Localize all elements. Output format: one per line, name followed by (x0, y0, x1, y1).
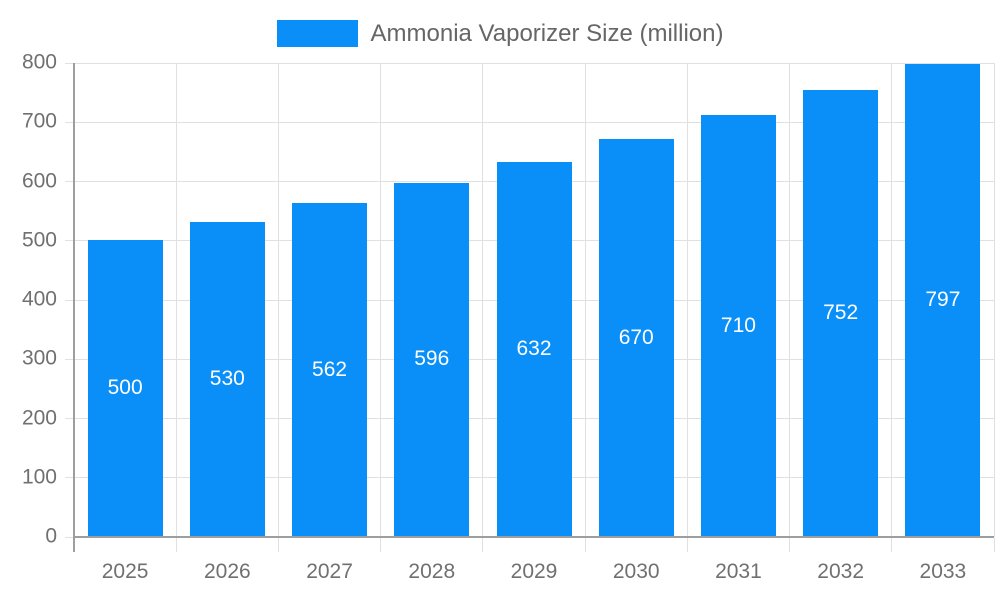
x-axis-line (74, 536, 994, 538)
y-axis-tick (65, 62, 74, 64)
gridline-vertical (175, 63, 177, 537)
x-axis-tick (380, 538, 382, 552)
bar: 500 (87, 239, 163, 536)
y-axis-tick-label: 200 (21, 406, 57, 430)
x-axis-tick (993, 538, 995, 552)
bar-value-label: 500 (107, 375, 143, 399)
y-axis-tick (65, 121, 74, 123)
y-axis-tick (65, 536, 74, 538)
y-axis-tick-label: 400 (21, 287, 57, 311)
bar-value-label: 752 (823, 301, 859, 325)
y-axis-tick-label: 600 (21, 169, 57, 193)
bar-value-label: 670 (618, 325, 654, 349)
x-axis-tick-label: 2026 (203, 560, 251, 583)
x-axis-tick-label: 2033 (919, 560, 967, 583)
bar: 797 (905, 63, 981, 536)
gridline-vertical (789, 63, 791, 537)
bar-value-label: 797 (925, 287, 961, 311)
y-axis-tick (65, 240, 74, 242)
x-axis-tick-label: 2032 (817, 560, 865, 583)
gridline-horizontal (74, 62, 994, 64)
legend[interactable]: Ammonia Vaporizer Size (million) (0, 20, 1000, 47)
x-axis-tick (789, 538, 791, 552)
bar-value-label: 632 (516, 336, 552, 360)
y-axis-tick-label: 0 (45, 524, 57, 548)
y-axis-tick (65, 477, 74, 479)
gridline-vertical (686, 63, 688, 537)
x-axis-tick-label: 2027 (306, 560, 353, 583)
gridline-vertical (277, 63, 279, 537)
y-axis-tick-label: 500 (21, 228, 57, 252)
bar: 710 (700, 115, 776, 536)
y-axis-tick-label: 300 (21, 346, 57, 370)
gridline-vertical (380, 63, 382, 537)
x-axis-tick-label: 2030 (612, 560, 660, 583)
y-axis-tick (65, 299, 74, 301)
x-axis-tick (891, 538, 893, 552)
x-axis-tick (175, 538, 177, 552)
x-axis-tick (584, 538, 586, 552)
y-axis-tick (65, 418, 74, 419)
y-axis-tick-label: 100 (21, 465, 57, 489)
gridline-vertical (891, 63, 893, 537)
bar: 530 (189, 221, 265, 536)
x-axis-tick (686, 538, 688, 552)
gridline-vertical (993, 63, 995, 537)
legend-swatch-icon (276, 20, 358, 47)
bar-value-label: 596 (414, 347, 450, 371)
gridline-horizontal (74, 121, 994, 123)
y-axis-tick (65, 358, 74, 360)
x-axis-tick-label: 2028 (408, 560, 456, 583)
x-axis-tick-label: 2031 (715, 560, 762, 583)
y-axis-tick-label: 800 (21, 50, 57, 74)
gridline-vertical (584, 63, 586, 537)
bar-value-label: 530 (209, 366, 245, 390)
y-axis-line (73, 63, 75, 552)
x-axis-tick (482, 538, 484, 552)
bar: 562 (292, 203, 368, 536)
gridline-vertical (482, 63, 484, 537)
x-axis-tick-label: 2025 (101, 560, 149, 583)
y-axis-tick-label: 700 (21, 109, 57, 133)
y-axis-tick (65, 181, 74, 182)
bar: 670 (598, 139, 674, 536)
x-axis-tick (277, 538, 279, 552)
bar: 632 (496, 161, 572, 536)
plot-area: 0 100 200 300 400 500 600 700 800 500 2025 530 2026 5… (22, 51, 995, 583)
bar: 596 (394, 182, 470, 536)
x-axis-tick-label: 2029 (510, 560, 558, 583)
bar: 752 (803, 90, 879, 536)
legend-label: Ammonia Vaporizer Size (million) (370, 20, 724, 47)
bar-value-label: 562 (312, 357, 348, 381)
bar-value-label: 710 (720, 313, 756, 337)
